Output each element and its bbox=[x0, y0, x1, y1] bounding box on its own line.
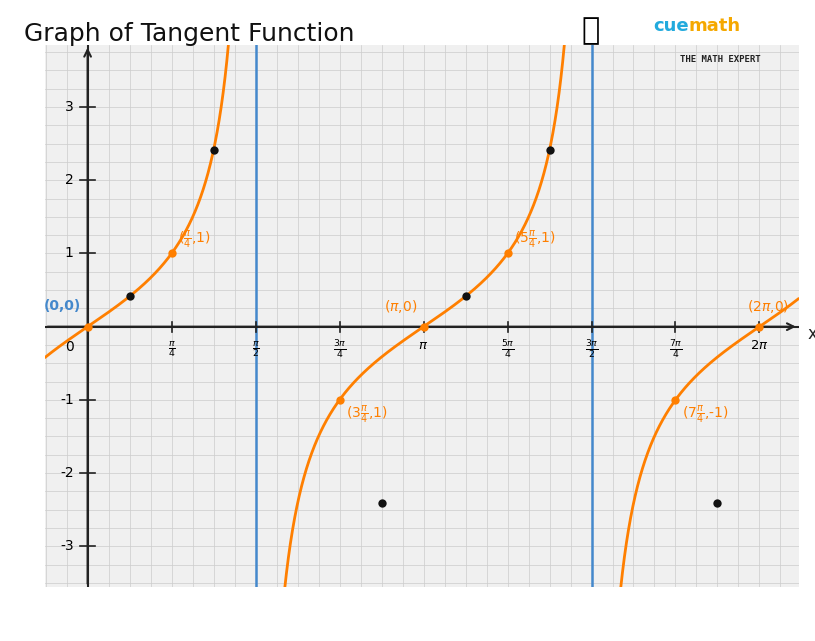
Text: -2: -2 bbox=[60, 466, 73, 480]
Text: x: x bbox=[807, 325, 815, 343]
Text: $\frac{5\pi}{4}$: $\frac{5\pi}{4}$ bbox=[500, 339, 514, 362]
Text: $\frac{\pi}{4}$: $\frac{\pi}{4}$ bbox=[168, 339, 175, 358]
Text: 1: 1 bbox=[65, 247, 73, 260]
Text: 0: 0 bbox=[65, 340, 73, 354]
Text: math: math bbox=[689, 17, 741, 35]
Text: $\frac{\pi}{2}$: $\frac{\pi}{2}$ bbox=[252, 339, 259, 358]
Text: $(7\frac{\pi}{4}$,-1): $(7\frac{\pi}{4}$,-1) bbox=[682, 404, 729, 425]
Text: cue: cue bbox=[653, 17, 689, 35]
Text: Graph of Tangent Function: Graph of Tangent Function bbox=[24, 22, 355, 46]
Text: $\pi$: $\pi$ bbox=[418, 339, 429, 352]
Text: $\frac{7\pi}{4}$: $\frac{7\pi}{4}$ bbox=[668, 339, 682, 362]
Text: $\frac{3\pi}{2}$: $\frac{3\pi}{2}$ bbox=[584, 339, 598, 362]
Text: $( \pi$,0): $( \pi$,0) bbox=[384, 297, 417, 315]
Text: $(\frac{\pi}{4}$,1): $(\frac{\pi}{4}$,1) bbox=[178, 228, 211, 250]
Text: -1: -1 bbox=[60, 393, 73, 407]
Text: $2\pi$: $2\pi$ bbox=[750, 339, 769, 352]
Text: $(3\frac{\pi}{4}$,1): $(3\frac{\pi}{4}$,1) bbox=[346, 404, 388, 425]
Text: 3: 3 bbox=[65, 100, 73, 114]
Text: 🚀: 🚀 bbox=[582, 17, 600, 46]
Text: $(5\frac{\pi}{4}$,1): $(5\frac{\pi}{4}$,1) bbox=[514, 228, 556, 250]
Text: (0,0): (0,0) bbox=[44, 299, 82, 313]
Text: -3: -3 bbox=[60, 539, 73, 553]
Text: $\frac{3\pi}{4}$: $\frac{3\pi}{4}$ bbox=[333, 339, 346, 362]
Text: THE MATH EXPERT: THE MATH EXPERT bbox=[681, 54, 760, 64]
Text: 2: 2 bbox=[65, 173, 73, 187]
Text: $( 2\pi$,0): $( 2\pi$,0) bbox=[747, 297, 789, 315]
